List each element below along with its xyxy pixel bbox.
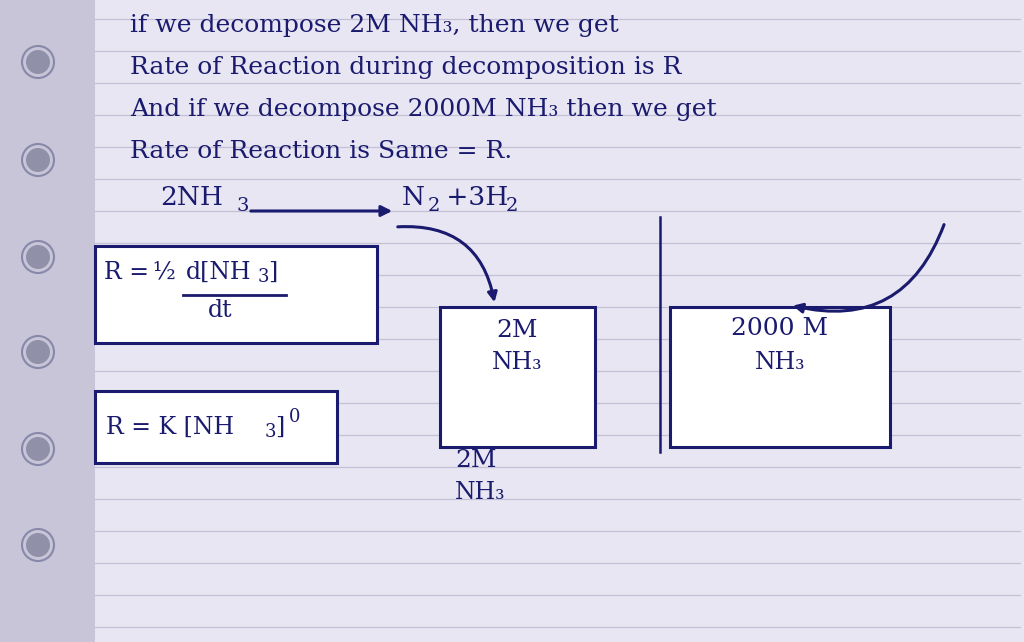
Text: NH₃: NH₃: [493, 351, 543, 374]
Text: 3: 3: [265, 423, 276, 441]
Text: 2: 2: [428, 197, 440, 215]
FancyBboxPatch shape: [670, 307, 890, 447]
Circle shape: [26, 437, 50, 461]
Circle shape: [22, 433, 54, 465]
Text: 2: 2: [506, 197, 518, 215]
Text: R =: R =: [104, 261, 150, 284]
Text: +3H: +3H: [438, 185, 508, 210]
Text: ]: ]: [275, 415, 285, 438]
FancyBboxPatch shape: [440, 307, 595, 447]
Text: 2NH: 2NH: [160, 185, 223, 210]
Circle shape: [22, 529, 54, 561]
Text: 2M: 2M: [497, 319, 539, 342]
Text: ]: ]: [268, 261, 278, 284]
Text: NH₃: NH₃: [755, 351, 805, 374]
Text: 2000 M: 2000 M: [731, 317, 828, 340]
Text: 0: 0: [289, 408, 300, 426]
Text: dt: dt: [208, 299, 232, 322]
Text: if we decompose 2M NH₃, then we get: if we decompose 2M NH₃, then we get: [130, 14, 618, 37]
Text: Rate of Reaction during decomposition is R: Rate of Reaction during decomposition is…: [130, 56, 681, 79]
Text: And if we decompose 2000M NH₃ then we get: And if we decompose 2000M NH₃ then we ge…: [130, 98, 717, 121]
Text: Rate of Reaction is Same = R.: Rate of Reaction is Same = R.: [130, 140, 512, 163]
Circle shape: [22, 46, 54, 78]
Text: N: N: [402, 185, 425, 210]
Circle shape: [26, 245, 50, 269]
Circle shape: [26, 533, 50, 557]
Circle shape: [26, 50, 50, 74]
Bar: [0, 0, 95, 642]
Circle shape: [26, 148, 50, 172]
Text: ½: ½: [152, 261, 175, 284]
Text: 2M: 2M: [455, 449, 497, 472]
Text: d[NH: d[NH: [186, 261, 252, 284]
Circle shape: [22, 336, 54, 368]
FancyBboxPatch shape: [95, 391, 337, 463]
Circle shape: [26, 340, 50, 364]
Text: R = K [NH: R = K [NH: [106, 415, 234, 438]
Text: 3: 3: [258, 268, 269, 286]
FancyBboxPatch shape: [95, 246, 377, 343]
Circle shape: [22, 241, 54, 273]
Circle shape: [22, 144, 54, 176]
Text: NH₃: NH₃: [455, 481, 506, 504]
Text: 3: 3: [236, 197, 249, 215]
